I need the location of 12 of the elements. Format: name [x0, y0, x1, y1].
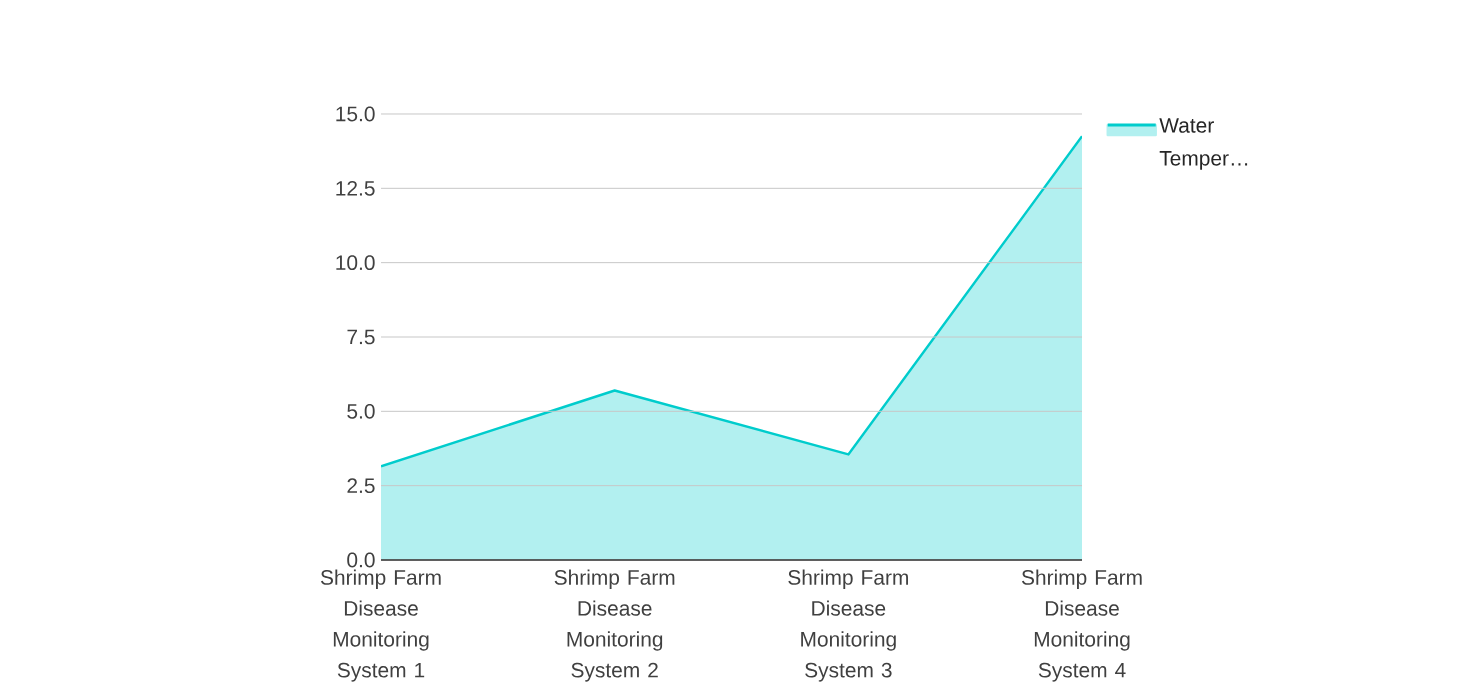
- y-tick-label: 12.5: [336, 180, 375, 196]
- y-tick-label: 7.5: [347, 329, 375, 345]
- x-tick-label: Shrimp Farm Disease Monitoring System 2: [554, 569, 675, 682]
- legend-label: Water Temper…: [1159, 118, 1248, 170]
- x-tick-label: Shrimp Farm Disease Monitoring System 3: [788, 569, 908, 682]
- x-tick-label: Shrimp Farm Disease Monitoring System 1: [320, 569, 441, 682]
- x-tick-label: Shrimp Farm Disease Monitoring System 4: [1021, 569, 1142, 682]
- y-tick-label: 0.0: [347, 552, 375, 568]
- y-tick-label: 5.0: [347, 403, 375, 419]
- y-tick-label: 10.0: [336, 255, 375, 271]
- y-tick-label: 2.5: [347, 478, 375, 494]
- y-tick-label: 15.0: [336, 106, 375, 122]
